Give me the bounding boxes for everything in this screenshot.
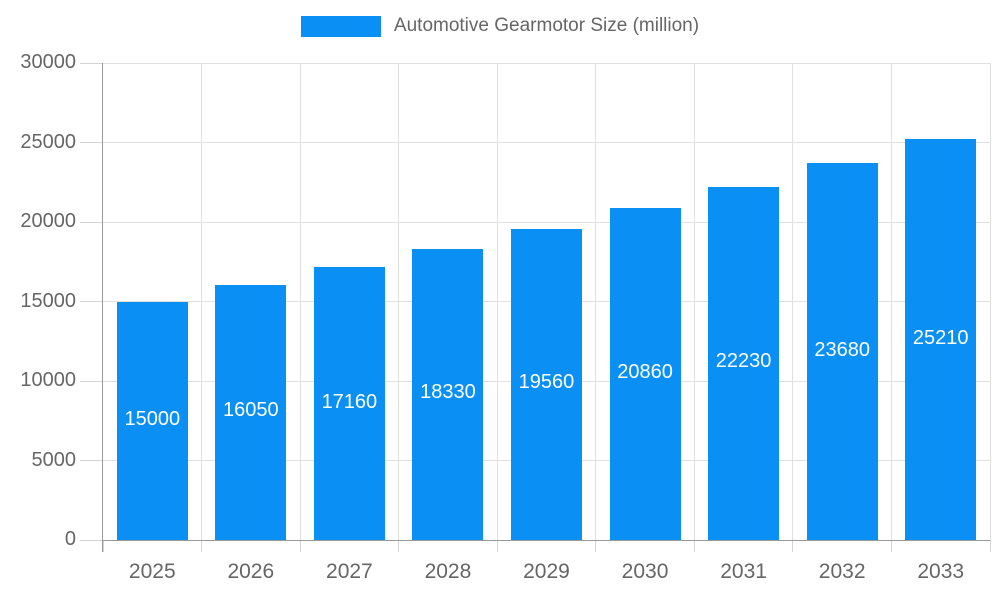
y-axis-tick — [80, 221, 103, 223]
bar-value-label: 15000 — [124, 407, 181, 430]
y-axis-tick — [80, 142, 103, 143]
bar-value-label: 23680 — [814, 338, 870, 361]
x-axis-category-label: 2031 — [720, 560, 767, 583]
x-axis-category-label: 2028 — [424, 560, 472, 583]
x-axis-category-label: 2033 — [917, 560, 965, 583]
bar-2025 — [116, 301, 188, 540]
x-axis-category-label: 2026 — [227, 560, 275, 583]
x-axis-tick — [299, 540, 301, 552]
y-axis-tick-label: 25000 — [20, 130, 76, 153]
x-gridline — [989, 63, 991, 540]
x-axis-tick — [693, 540, 695, 552]
y-axis-tick — [80, 539, 103, 541]
x-axis-category-label: 2029 — [523, 560, 570, 583]
y-axis-tick — [80, 62, 103, 64]
x-gridline — [693, 63, 695, 540]
y-axis-tick-label: 20000 — [20, 210, 76, 232]
y-axis-tick — [80, 460, 103, 461]
bar-value-label: 25210 — [912, 326, 969, 349]
bar-value-label: 19560 — [518, 371, 575, 394]
x-gridline — [201, 63, 203, 540]
x-axis-tick — [102, 540, 104, 552]
bar-2027 — [313, 267, 385, 540]
y-axis-tick-label: 15000 — [20, 289, 76, 312]
legend-label: Automotive Gearmotor Size (million) — [393, 15, 700, 36]
y-axis-tick — [80, 380, 103, 382]
bar-2031 — [708, 186, 780, 540]
x-axis-category-label: 2027 — [326, 560, 373, 583]
y-axis-tick-label: 0 — [64, 528, 76, 550]
x-gridline — [595, 63, 597, 540]
bar-2028 — [412, 248, 484, 540]
y-gridline — [103, 142, 990, 143]
bar-value-label: 22230 — [715, 350, 772, 373]
x-gridline — [496, 63, 498, 540]
y-axis-tick-label: 10000 — [20, 369, 76, 391]
legend: Automotive Gearmotor Size (million) — [0, 15, 1000, 37]
y-gridline — [103, 221, 990, 223]
bar-2029 — [511, 228, 582, 540]
y-axis-line — [102, 63, 103, 552]
y-axis-tick-label: 5000 — [31, 448, 77, 471]
bar-2033 — [905, 139, 977, 540]
legend-swatch-icon — [300, 15, 381, 37]
x-axis-category-label: 2030 — [621, 560, 669, 583]
y-axis-tick — [80, 301, 103, 302]
x-axis-tick — [201, 540, 203, 552]
x-axis-tick — [496, 540, 498, 552]
bar-2026 — [215, 284, 287, 540]
x-gridline — [398, 63, 400, 540]
legend-item[interactable]: Automotive Gearmotor Size (million) — [300, 15, 700, 37]
x-gridline — [792, 63, 794, 540]
bar-value-label: 16050 — [223, 399, 279, 422]
x-axis-tick — [989, 540, 991, 552]
y-axis-tick-label: 30000 — [20, 51, 76, 73]
x-axis-tick — [398, 540, 400, 552]
x-axis-tick — [595, 540, 597, 552]
x-axis-category-label: 2032 — [818, 560, 866, 583]
x-gridline — [890, 63, 892, 540]
bar-value-label: 20860 — [617, 361, 673, 384]
x-axis-tick — [792, 540, 794, 552]
x-axis-tick — [890, 540, 892, 552]
bar-value-label: 17160 — [321, 390, 378, 413]
bar-2032 — [806, 163, 878, 540]
x-axis-category-label: 2025 — [128, 560, 176, 583]
bar-value-label: 18330 — [420, 381, 476, 404]
bar-2030 — [609, 208, 681, 540]
y-gridline — [103, 62, 990, 64]
x-gridline — [299, 63, 301, 540]
x-axis-line — [103, 539, 990, 541]
